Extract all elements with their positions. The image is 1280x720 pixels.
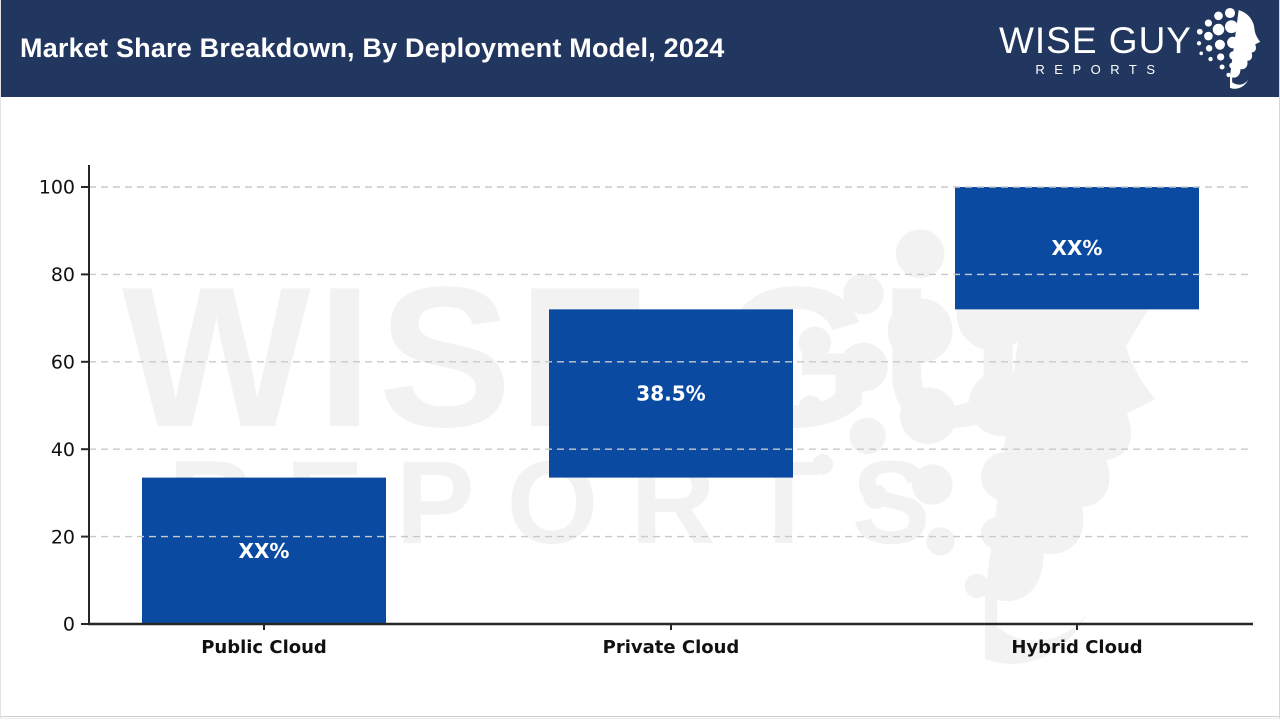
y-tick-label-40: 40	[51, 439, 75, 461]
watermark-head-icon	[798, 209, 1156, 664]
y-tick-label-60: 60	[51, 351, 75, 373]
category-label-hybrid-cloud: Hybrid Cloud	[1011, 637, 1142, 658]
y-tick-label-80: 80	[51, 264, 75, 286]
chart-title: Market Share Breakdown, By Deployment Mo…	[20, 33, 725, 63]
header-bar: Market Share Breakdown, By Deployment Mo…	[0, 0, 1280, 97]
brand-logo-text: WISE GUY REPORTS	[999, 22, 1192, 76]
dotted-head-icon	[1196, 7, 1261, 89]
category-label-public-cloud: Public Cloud	[201, 637, 327, 658]
footer-divider	[0, 716, 1280, 717]
category-label-private-cloud: Private Cloud	[603, 637, 740, 658]
bar-hybrid-cloud	[955, 187, 1199, 310]
brand-name: WISE GUY	[998, 19, 1192, 61]
brand-subname: REPORTS	[1035, 61, 1165, 77]
brand-logo: WISE GUY REPORTS	[999, 7, 1266, 91]
y-tick-label-0: 0	[63, 614, 75, 636]
bar-label-private-cloud: 38.5%	[636, 381, 705, 405]
y-tick-label-100: 100	[39, 177, 75, 199]
bar-public-cloud	[142, 477, 386, 624]
y-tick-label-20: 20	[51, 526, 75, 548]
bar-label-public-cloud: XX%	[239, 539, 290, 563]
bar-chart: 0 20 40 60 80 100 XX% 38.5% XX% Public Cloud Priva…	[39, 165, 1253, 658]
bar-label-hybrid-cloud: XX%	[1052, 236, 1103, 260]
